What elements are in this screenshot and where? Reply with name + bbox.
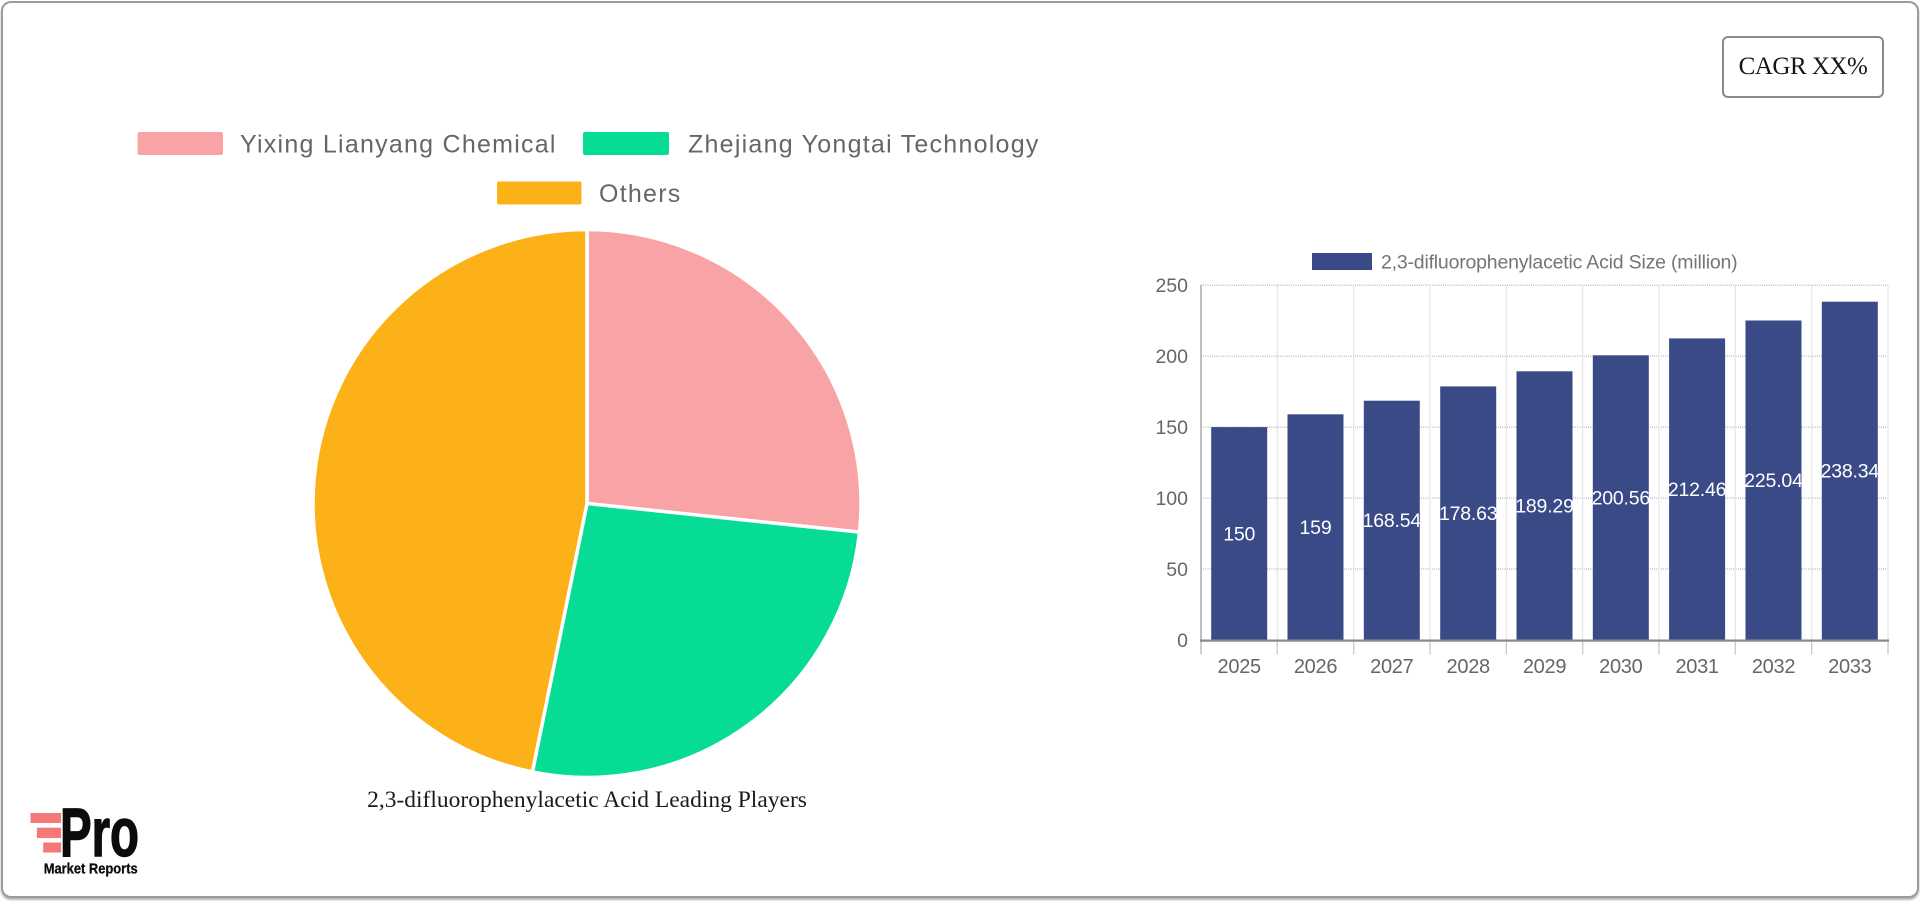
svg-text:2026: 2026 [1294,656,1337,678]
svg-text:189.29: 189.29 [1515,495,1573,517]
svg-text:225.04: 225.04 [1744,470,1803,492]
svg-text:100: 100 [1155,488,1188,510]
svg-text:2,3-difluorophenylacetic Acid: 2,3-difluorophenylacetic Acid Size (mill… [1381,252,1737,274]
svg-text:250: 250 [1155,275,1188,297]
svg-text:2030: 2030 [1599,656,1642,678]
svg-text:2025: 2025 [1218,656,1261,678]
svg-text:0: 0 [1177,630,1188,652]
svg-text:150: 150 [1155,417,1188,439]
svg-text:168.54: 168.54 [1363,510,1422,532]
svg-text:212.46: 212.46 [1668,479,1726,501]
svg-text:2033: 2033 [1828,656,1871,678]
svg-text:200.56: 200.56 [1592,487,1650,509]
svg-text:200: 200 [1155,346,1188,368]
svg-text:Market Reports: Market Reports [44,862,138,878]
svg-text:2028: 2028 [1447,656,1490,678]
svg-text:2029: 2029 [1523,656,1566,678]
svg-text:Zhejiang Yongtai Technology: Zhejiang Yongtai Technology [688,131,1040,159]
svg-text:50: 50 [1166,559,1188,581]
svg-text:238.34: 238.34 [1821,461,1880,483]
svg-text:Others: Others [599,180,682,208]
svg-text:2031: 2031 [1675,656,1718,678]
svg-text:2032: 2032 [1752,656,1795,678]
svg-text:178.63: 178.63 [1439,503,1497,525]
svg-text:Pro: Pro [60,794,139,871]
svg-text:Yixing Lianyang Chemical: Yixing Lianyang Chemical [240,131,557,159]
svg-text:150: 150 [1223,523,1255,545]
svg-text:159: 159 [1300,517,1332,539]
svg-text:2,3-difluorophenylacetic Acid: 2,3-difluorophenylacetic Acid Leading Pl… [367,787,807,813]
svg-text:2027: 2027 [1370,656,1413,678]
